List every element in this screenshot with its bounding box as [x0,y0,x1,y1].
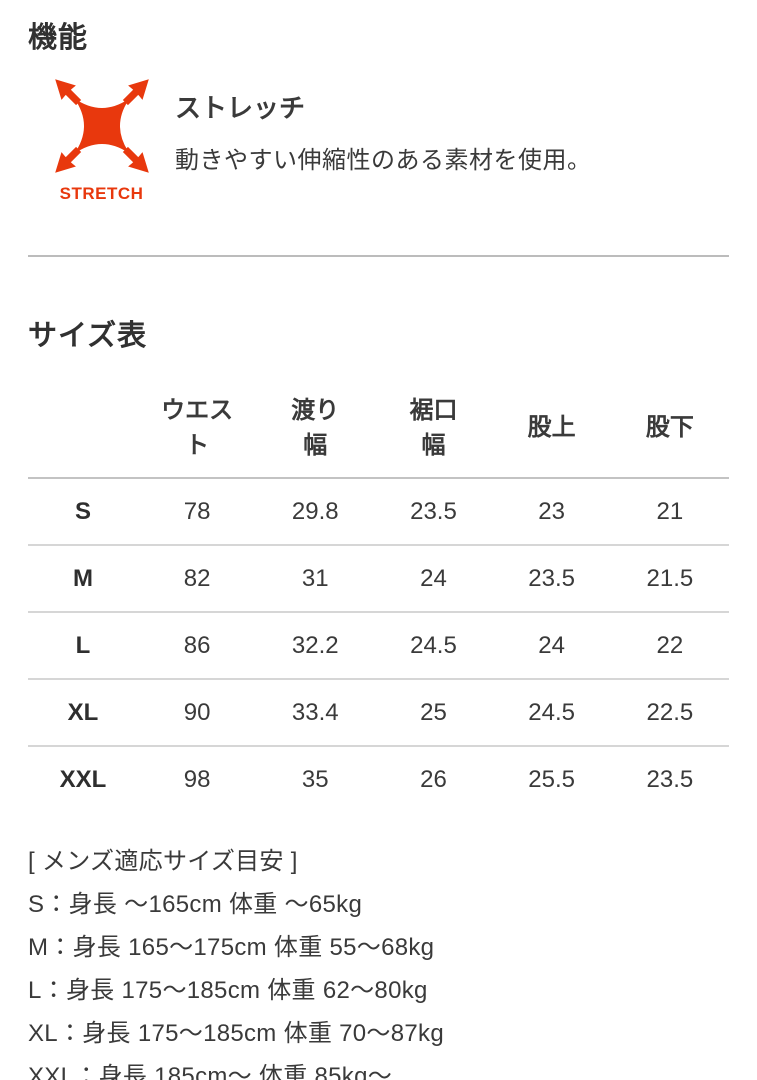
value-cell: 22.5 [610,679,729,747]
value-cell: 23.5 [492,545,611,613]
table-row-l: L 86 32.2 24.5 24 22 [28,612,729,680]
section-divider [28,255,729,257]
size-table-header-row: ウエスト 渡り幅 裾口幅 股上 股下 [28,380,729,479]
size-guide-line-l: L：身長 175〜185cm 体重 62〜80kg [28,977,428,1004]
value-cell: 21.5 [610,545,729,613]
table-row-xl: XL 90 33.4 25 24.5 22.5 [28,679,729,747]
size-chart-heading: サイズ表 [28,320,148,352]
value-cell: 32.2 [256,612,375,680]
value-cell: 98 [183,766,211,793]
size-guide-title: [ メンズ適応サイズ目安 ] [28,848,298,875]
table-row-m: M 82 31 24 23.5 21.5 [28,545,729,613]
size-cell: XXL [59,766,107,793]
value-cell: 24.5 [374,612,493,680]
col-header-size [28,380,138,479]
col-header-thigh-width: 渡り幅 [256,380,375,479]
value-cell: 82 [138,545,257,613]
value-cell: 24 [374,545,493,613]
value-cell: 24.5 [492,679,611,747]
col-header-rise: 股上 [492,380,611,479]
feature-title: ストレッチ [175,93,306,123]
size-guide-line-m: M：身長 165〜175cm 体重 55〜68kg [28,934,435,961]
table-row-xxl: XXL 98 35 26 25.5 23.5 [28,746,729,813]
feature-item-stretch: STRETCH ストレッチ 動きやすい伸縮性のある素材を使用。 [28,72,729,204]
size-chart-table: ウエスト 渡り幅 裾口幅 股上 股下 S 78 29.8 23.5 23 21 … [28,380,729,813]
value-cell: 33.4 [256,679,375,747]
size-cell: XL [28,679,138,747]
size-cell: S [28,478,138,546]
col-header-waist: ウエスト [138,380,257,479]
feature-description: 動きやすい伸縮性のある素材を使用。 [175,147,592,174]
value-cell: 25 [374,679,493,747]
value-cell: 29.8 [256,478,375,546]
size-cell: M [28,545,138,613]
size-guide-block: [ メンズ適応サイズ目安 ] S：身長 〜165cm 体重 〜65kg M：身長… [28,840,729,1080]
size-guide-line-s: S：身長 〜165cm 体重 〜65kg [28,891,363,918]
feature-icon-block: STRETCH [28,72,175,204]
value-cell: 23.5 [374,478,493,546]
value-cell: 86 [138,612,257,680]
size-guide-line-xl: XL：身長 175〜185cm 体重 70〜87kg [28,1020,444,1047]
value-cell: 24 [492,612,611,680]
value-cell: 78 [138,478,257,546]
col-header-hem-width: 裾口幅 [374,380,493,479]
feature-text-block: ストレッチ 動きやすい伸縮性のある素材を使用。 [175,72,592,175]
value-cell: 25.5 [528,766,576,793]
col-header-inseam: 股下 [610,380,729,479]
value-cell: 26 [420,766,447,793]
table-row-s: S 78 29.8 23.5 23 21 [28,478,729,546]
size-cell: L [28,612,138,680]
stretch-icon-caption: STRETCH [59,184,144,203]
value-cell: 35 [301,766,329,793]
value-cell: 90 [138,679,257,747]
features-heading: 機能 [28,22,89,54]
value-cell: 23.5 [646,766,694,793]
value-cell: 21 [610,478,729,546]
stretch-arrows-icon [48,72,156,180]
value-cell: 31 [256,545,375,613]
value-cell: 23 [492,478,611,546]
size-guide-line-xxl: XXL：身長 185cm〜 体重 85kg〜 [28,1063,393,1080]
value-cell: 22 [610,612,729,680]
